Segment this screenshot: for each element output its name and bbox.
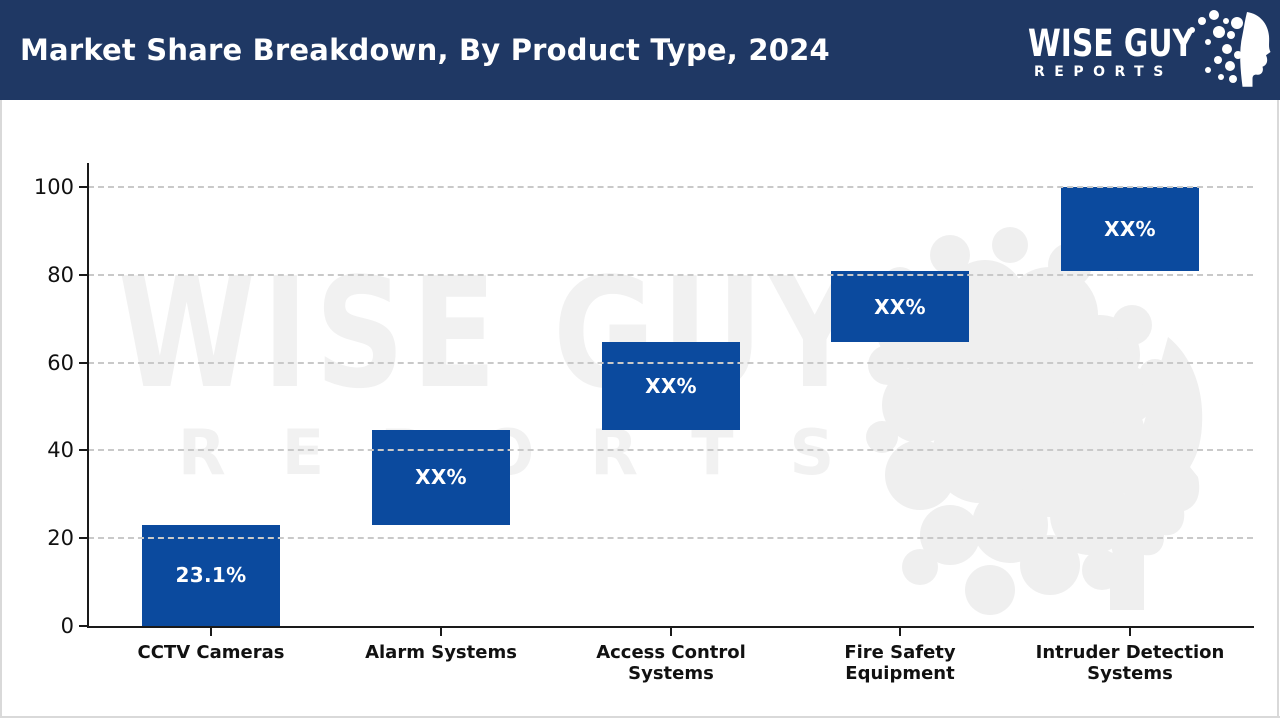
x-tick-mark [1129, 628, 1131, 636]
y-tick-label-100: 100 [33, 175, 74, 199]
logo-wordmark: WISE GUY [1028, 22, 1195, 65]
page-title: Market Share Breakdown, By Product Type,… [20, 33, 830, 67]
x-category-label: Fire Safety Equipment [844, 642, 956, 684]
y-tick-label-80: 80 [47, 262, 74, 287]
x-axis-line [87, 626, 1254, 628]
bar-segment: XX% [602, 342, 740, 430]
image-left-border [0, 100, 2, 718]
bar-segment: XX% [831, 270, 969, 343]
bar-value-label: XX% [645, 374, 697, 399]
bar-segment: XX% [372, 429, 510, 525]
gridline-80 [88, 273, 1253, 276]
y-tick-label-0: 0 [60, 614, 74, 638]
x-category-label: CCTV Cameras [137, 642, 285, 663]
bar-value-label: XX% [415, 465, 467, 490]
logo-subtext: REPORTS [1034, 64, 1173, 80]
gridline-20 [88, 537, 1253, 540]
x-tick-mark [670, 628, 672, 636]
image-bottom-border [0, 716, 1280, 718]
x-tick-mark [210, 628, 212, 636]
bar-segment: XX% [1061, 187, 1199, 271]
gridline-60 [88, 361, 1253, 364]
watermark-wordmark: WISE GUY [118, 245, 867, 422]
y-tick-mark-40 [79, 449, 87, 452]
bar-value-label: XX% [874, 294, 926, 319]
logo-head-icon [1240, 11, 1271, 87]
x-tick-mark [899, 628, 901, 636]
image-right-border [1277, 100, 1279, 718]
header-bar: Market Share Breakdown, By Product Type,… [0, 0, 1280, 100]
bar-value-label: 23.1% [175, 563, 247, 588]
bar-value-label: XX% [1104, 216, 1156, 241]
y-tick-mark-80 [79, 273, 87, 276]
y-tick-mark-60 [79, 361, 87, 364]
gridline-100 [88, 186, 1253, 188]
x-category-label: Access Control Systems [596, 642, 746, 684]
x-category-label: Alarm Systems [365, 642, 517, 663]
y-tick-label-60: 60 [47, 350, 74, 375]
wise-guy-reports-logo: WISE GUY REPORTS [1028, 10, 1271, 87]
gridline-40 [88, 449, 1253, 452]
y-axis-line [87, 163, 89, 628]
y-tick-label-40: 40 [47, 438, 74, 463]
x-tick-mark [440, 628, 442, 636]
y-tick-mark-0 [79, 625, 87, 627]
y-tick-mark-20 [79, 537, 87, 540]
y-tick-mark-100 [79, 186, 87, 188]
y-tick-label-20: 20 [47, 526, 74, 551]
chart-area: WISE GUY REPORTS 0 20 40 60 80 100 23.1% CCTV C… [0, 100, 1280, 720]
logo-dots-graphic [1189, 10, 1243, 83]
bar-segment: 23.1% [142, 524, 280, 626]
x-category-label: Intruder Detection Systems [1035, 642, 1225, 684]
